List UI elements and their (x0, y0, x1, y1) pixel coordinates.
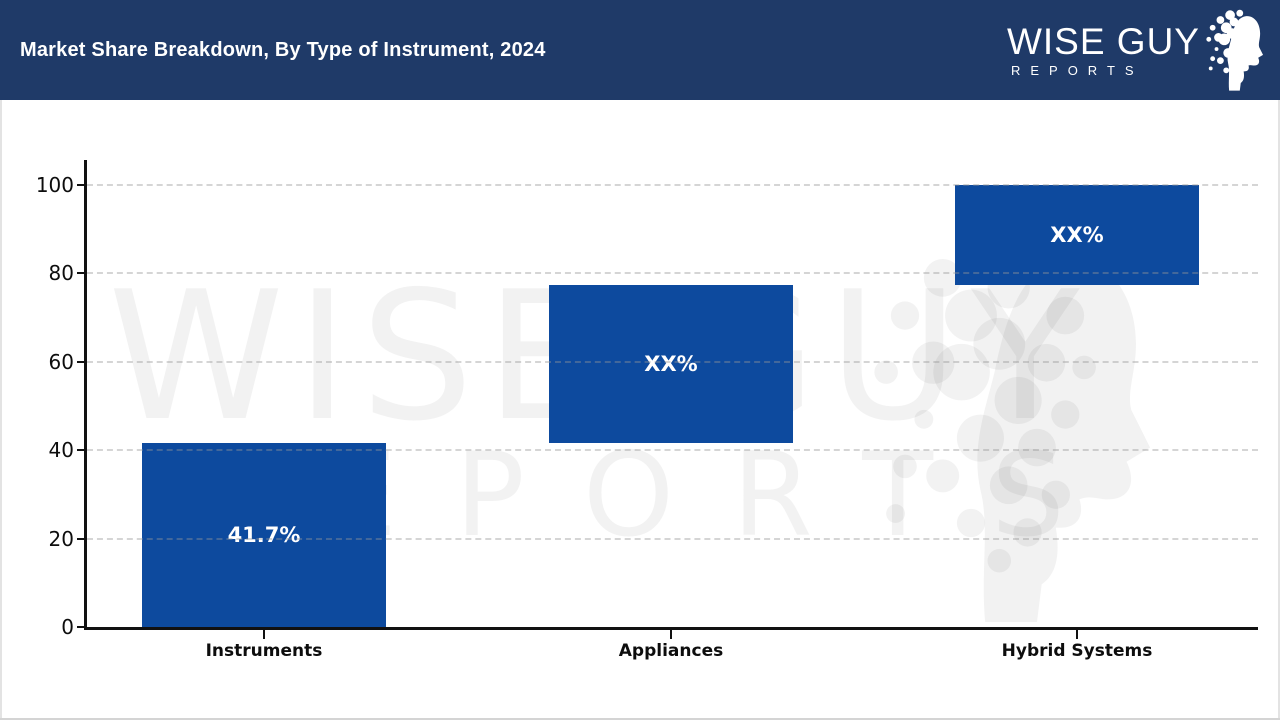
page-border-bottom (0, 718, 1280, 720)
brand-name: WISE GUY (1006, 20, 1200, 62)
y-tick-mark-0 (77, 626, 87, 628)
x-category-label-instruments: Instruments (205, 641, 323, 661)
y-axis (84, 160, 87, 630)
gridline-100 (87, 184, 1258, 186)
y-tick-label-80: 80 (48, 261, 74, 286)
x-tick-mark-hybrid-systems (1076, 630, 1078, 639)
x-tick-mark-instruments (263, 630, 265, 639)
brand-text: WISE GUY REPORTS (1007, 23, 1200, 78)
brand-subtitle: REPORTS (1010, 62, 1144, 78)
y-tick-label-60: 60 (48, 349, 74, 374)
bar-value-label-appliances: XX% (644, 351, 698, 376)
x-category-label-hybrid-systems: Hybrid Systems (1001, 641, 1153, 661)
y-tick-label-20: 20 (48, 526, 74, 551)
bar-instruments: 41.7% (142, 442, 386, 627)
bar-value-label-hybrid-systems: XX% (1050, 222, 1104, 247)
watermark-head-icon (838, 226, 1170, 622)
y-tick-mark-80 (77, 272, 87, 275)
y-tick-mark-40 (77, 449, 87, 452)
wiseguy-head-icon (1202, 9, 1264, 91)
x-category-label-appliances: Appliances (618, 641, 724, 661)
y-tick-label-40: 40 (48, 438, 74, 463)
y-tick-mark-100 (77, 184, 87, 186)
page-title: Market Share Breakdown, By Type of Instr… (20, 38, 546, 61)
y-tick-label-0: 0 (61, 615, 74, 639)
gridline-60 (87, 360, 1258, 363)
page-border-right (1278, 100, 1280, 720)
y-tick-label-100: 100 (35, 173, 74, 197)
bar-hybrid-systems: XX% (955, 185, 1199, 285)
header-bar: Market Share Breakdown, By Type of Instr… (0, 0, 1280, 100)
bar-appliances: XX% (549, 284, 793, 443)
gridline-20 (87, 537, 1258, 540)
gridline-80 (87, 272, 1258, 275)
gridline-40 (87, 449, 1258, 452)
bar-value-label-instruments: 41.7% (227, 522, 301, 547)
brand-logo: WISE GUY REPORTS (1007, 9, 1264, 91)
x-axis (84, 627, 1258, 630)
y-tick-mark-20 (77, 537, 87, 540)
x-tick-mark-appliances (670, 630, 672, 639)
y-tick-mark-60 (77, 360, 87, 363)
page-border-left (0, 100, 2, 720)
